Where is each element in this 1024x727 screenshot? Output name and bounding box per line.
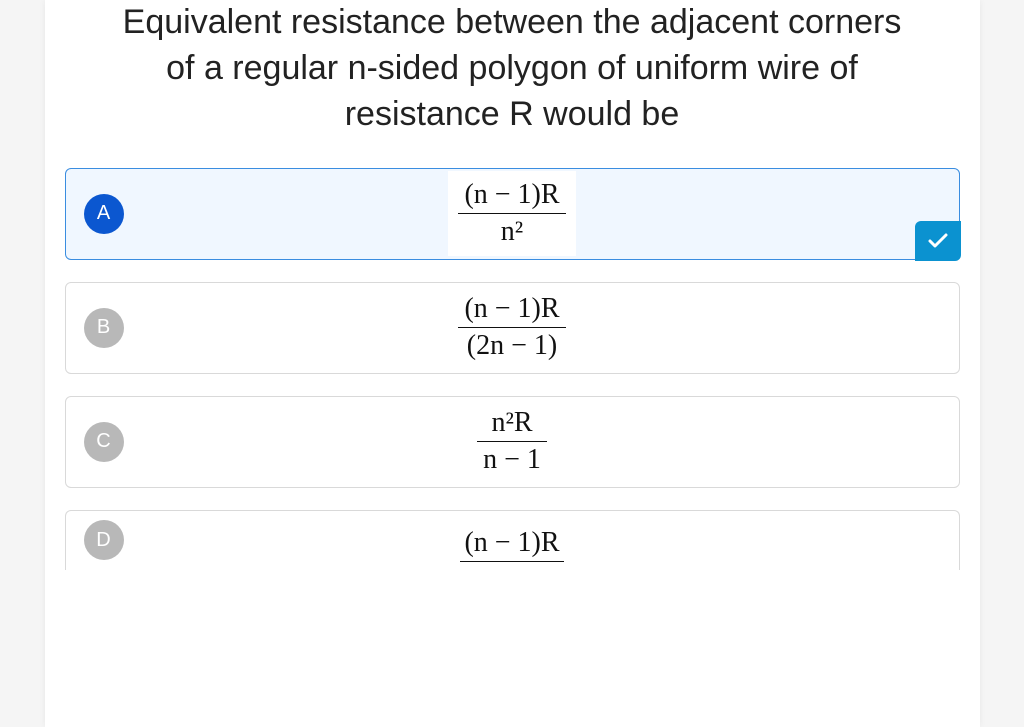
option-formula: (n − 1)R	[450, 519, 573, 562]
fraction-denominator: n²	[458, 214, 565, 248]
option-a[interactable]: A (n − 1)R n²	[65, 168, 960, 260]
formula-line: (n − 1)R	[460, 527, 563, 562]
question-card: Equivalent resistance between the adjace…	[45, 0, 980, 727]
check-icon	[926, 229, 950, 253]
fraction-numerator: n²R	[477, 407, 547, 442]
fraction-denominator: n − 1	[477, 442, 547, 476]
fraction-denominator: (2n − 1)	[458, 328, 565, 362]
option-b[interactable]: B (n − 1)R (2n − 1)	[65, 282, 960, 374]
option-letter: C	[84, 422, 124, 462]
option-letter: A	[84, 194, 124, 234]
option-c[interactable]: C n²R n − 1	[65, 396, 960, 488]
option-formula: (n − 1)R n²	[448, 171, 575, 256]
correct-badge	[915, 221, 961, 261]
option-letter: B	[84, 308, 124, 348]
option-formula: n²R n − 1	[467, 399, 557, 484]
fraction-numerator: (n − 1)R	[458, 179, 565, 214]
fraction-numerator: (n − 1)R	[458, 293, 565, 328]
option-d[interactable]: D (n − 1)R	[65, 510, 960, 570]
question-text: Equivalent resistance between the adjace…	[65, 0, 960, 168]
option-formula: (n − 1)R (2n − 1)	[448, 285, 575, 370]
options-list: A (n − 1)R n² B (n − 1)R (2n − 1)	[65, 168, 960, 570]
option-letter: D	[84, 520, 124, 560]
